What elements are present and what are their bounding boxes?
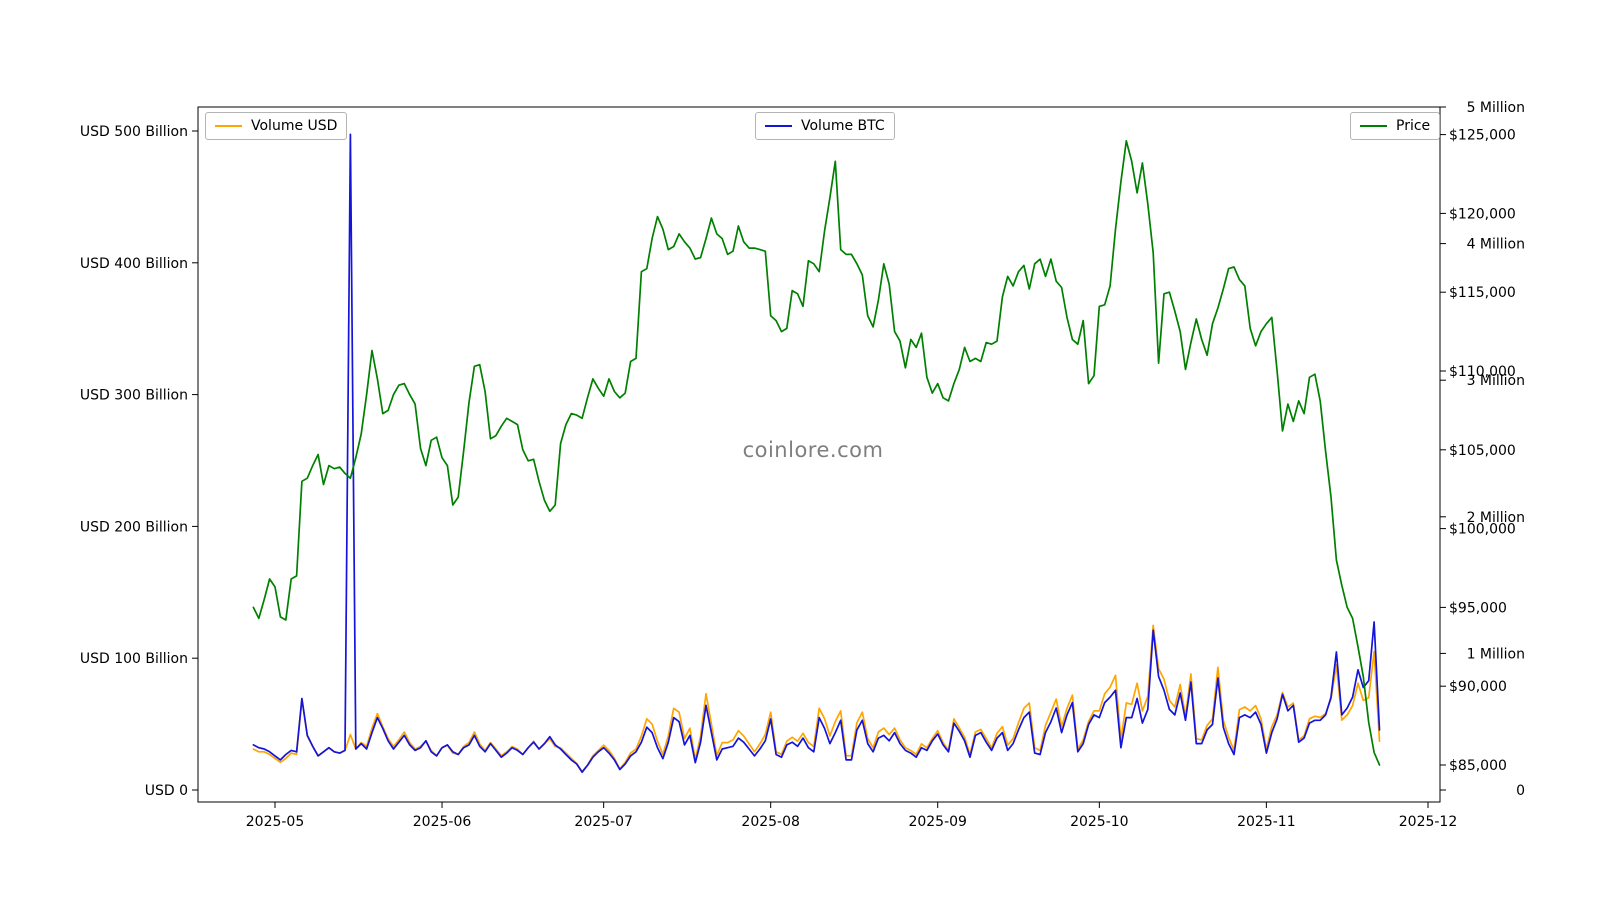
legend-price: Price	[1350, 112, 1441, 140]
volume-btc-swatch-line	[765, 125, 792, 127]
plot-border	[197, 106, 1441, 803]
price-axis-tick-label: $110,000	[1449, 364, 1516, 380]
left-axis-tick-label: USD 500 Billion	[80, 124, 188, 140]
price-swatch-line	[1360, 125, 1387, 127]
volume-usd-line	[252, 624, 1381, 773]
legend-volume-btc: Volume BTC	[755, 112, 895, 140]
price-line	[252, 140, 1381, 766]
price-axis-tick-label: $125,000	[1449, 128, 1516, 144]
left-axis-tick-label: USD 200 Billion	[80, 519, 188, 535]
legend-price-label: Price	[1396, 118, 1431, 134]
price-axis-tick-label: $85,000	[1449, 758, 1507, 774]
btc-axis-tick-label: 4 Million	[1467, 237, 1525, 253]
left-axis-tick-label: USD 0	[145, 783, 188, 799]
btc-axis-tick-label: 3 Million	[1467, 373, 1525, 389]
left-axis-tick-label: USD 100 Billion	[80, 651, 188, 667]
price-axis-tick-label: $105,000	[1449, 443, 1516, 459]
x-axis-tick-label: 2025-12	[1399, 814, 1458, 830]
price-axis-tick-label: $120,000	[1449, 206, 1516, 222]
x-axis-tick-label: 2025-06	[413, 814, 472, 830]
price-axis-tick-label: $100,000	[1449, 522, 1516, 538]
btc-axis-tick-label: 5 Million	[1467, 100, 1525, 116]
legend-volume-usd: Volume USD	[205, 112, 348, 140]
price-axis-tick-label: $95,000	[1449, 600, 1507, 616]
x-axis-tick-label: 2025-10	[1070, 814, 1129, 830]
x-axis-tick-label: 2025-11	[1237, 814, 1296, 830]
left-axis-tick-label: USD 300 Billion	[80, 388, 188, 404]
legend-volume-btc-label: Volume BTC	[801, 118, 885, 134]
x-axis-tick-label: 2025-09	[908, 814, 967, 830]
x-axis-tick-label: 2025-07	[574, 814, 633, 830]
price-axis-tick-label: $115,000	[1449, 285, 1516, 301]
btc-axis-tick-label: 0	[1516, 783, 1525, 799]
volume-btc-line	[252, 133, 1381, 774]
price-axis-tick-label: $90,000	[1449, 679, 1507, 695]
btc-axis-tick-label: 2 Million	[1467, 510, 1525, 526]
left-axis-tick-label: USD 400 Billion	[80, 256, 188, 272]
legend-volume-usd-label: Volume USD	[251, 118, 338, 134]
x-axis-tick-label: 2025-05	[246, 814, 305, 830]
btc-axis-tick-label: 1 Million	[1467, 646, 1525, 662]
x-axis-tick-label: 2025-08	[741, 814, 800, 830]
volume-usd-swatch-line	[215, 125, 242, 127]
